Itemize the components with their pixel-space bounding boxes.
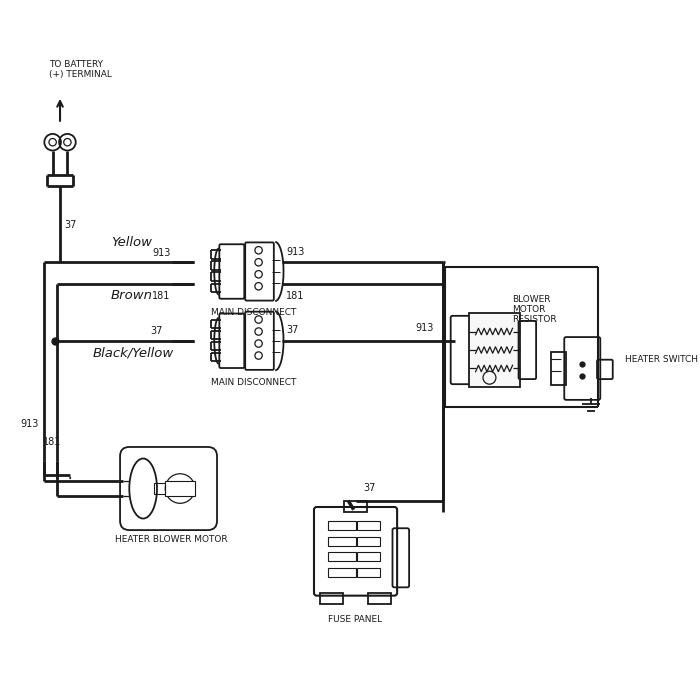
Text: HEATER BLOWER MOTOR: HEATER BLOWER MOTOR [115,535,228,544]
FancyBboxPatch shape [451,316,471,384]
Text: 913: 913 [286,246,304,257]
Bar [469,313,520,387]
FancyBboxPatch shape [120,447,217,530]
Text: 37: 37 [286,326,299,335]
Text: 181: 181 [286,291,304,301]
Bar [358,521,381,530]
FancyBboxPatch shape [314,507,397,596]
Text: 37: 37 [363,483,375,493]
Bar [328,536,356,546]
Text: Yellow: Yellow [111,237,152,249]
Bar [358,536,381,546]
Text: 913: 913 [416,323,434,333]
Bar [552,352,566,385]
Text: 181: 181 [43,438,61,447]
Text: 913: 913 [153,248,171,258]
Bar [328,568,356,578]
Bar [328,552,356,561]
Bar [321,593,342,604]
Text: 37: 37 [150,326,163,336]
Text: FUSE PANEL: FUSE PANEL [328,615,383,624]
Bar [165,481,195,496]
Ellipse shape [130,458,157,519]
Bar [154,483,165,494]
Text: 913: 913 [20,419,38,429]
Bar [358,568,381,578]
Text: Black/Yellow: Black/Yellow [92,346,174,359]
Text: MAIN DISCONNECT: MAIN DISCONNECT [211,309,297,317]
Bar [358,552,381,561]
Text: HEATER SWITCH: HEATER SWITCH [625,355,698,364]
Bar [344,500,367,512]
Text: MAIN DISCONNECT: MAIN DISCONNECT [211,378,297,386]
Text: Brown: Brown [111,289,153,302]
Bar [328,521,356,530]
Text: 37: 37 [64,220,77,230]
Bar [368,593,391,604]
Text: BLOWER
MOTOR
RESISTOR: BLOWER MOTOR RESISTOR [512,295,557,324]
Text: TO BATTERY
(+) TERMINAL: TO BATTERY (+) TERMINAL [49,60,112,79]
Text: 181: 181 [153,291,171,301]
